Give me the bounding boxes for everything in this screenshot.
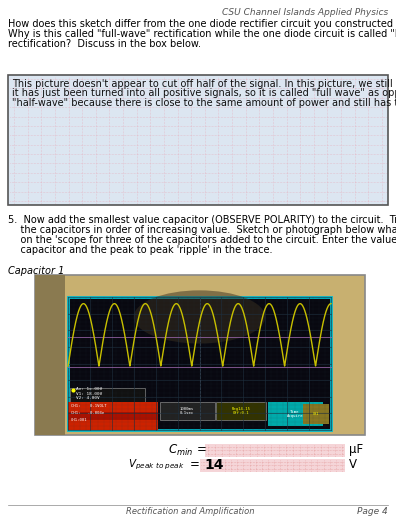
Bar: [35, 275, 65, 435]
Text: "half-wave" because there is close to the same amount of power and still has the: "half-wave" because there is close to th…: [12, 98, 396, 108]
Text: 14: 14: [204, 458, 223, 472]
Text: Capacitor 1: Capacitor 1: [8, 266, 65, 276]
Text: CH1: CH1: [313, 412, 319, 416]
Text: 1000ms
0.1sec: 1000ms 0.1sec: [180, 407, 194, 416]
Text: CH1:001: CH1:001: [71, 418, 88, 422]
Text: $V_{peak\ to\ peak}$: $V_{peak\ to\ peak}$: [128, 458, 185, 472]
Ellipse shape: [134, 290, 265, 343]
Bar: [268, 402, 323, 426]
Bar: [68, 412, 158, 420]
Text: on the 'scope for three of the capacitors added to the circuit. Enter the value : on the 'scope for three of the capacitor…: [8, 235, 396, 245]
Text: $C_{min}$: $C_{min}$: [168, 443, 193, 458]
Text: Time
Acquire: Time Acquire: [287, 410, 303, 418]
Text: 5.  Now add the smallest value capacitor (OBSERVE POLARITY) to the circuit.  Try: 5. Now add the smallest value capacitor …: [8, 215, 396, 225]
Text: Rectification and Amplification: Rectification and Amplification: [126, 506, 254, 516]
Bar: [160, 402, 215, 420]
Text: rectification?  Discuss in the box below.: rectification? Discuss in the box below.: [8, 39, 201, 49]
Bar: [68, 420, 158, 430]
Bar: [68, 402, 158, 412]
Text: the capacitors in order of increasing value.  Sketch or photograph below what yo: the capacitors in order of increasing va…: [8, 225, 396, 235]
Bar: [68, 297, 331, 430]
Text: μF: μF: [349, 444, 363, 457]
Text: Reg14.15
Off:0.1: Reg14.15 Off:0.1: [232, 407, 251, 416]
Text: it has just been turned into all positive signals, so it is called "full wave" a: it has just been turned into all positiv…: [12, 88, 396, 99]
Text: This picture doesn't appear to cut off half of the signal. In this picture, we s: This picture doesn't appear to cut off h…: [12, 79, 396, 89]
Text: CH1:    0.1VOLT: CH1: 0.1VOLT: [71, 404, 107, 408]
Bar: [268, 402, 323, 426]
Bar: [303, 404, 329, 424]
Text: CH1:   -0.004e: CH1: -0.004e: [71, 411, 104, 415]
Text: Page 4: Page 4: [357, 506, 388, 516]
Bar: [200, 458, 345, 471]
Text: capacitor and the peak to peak 'ripple' in the trace.: capacitor and the peak to peak 'ripple' …: [8, 245, 272, 255]
Text: =: =: [190, 458, 200, 471]
Bar: [205, 444, 345, 457]
Text: How does this sketch differ from the one diode rectifier circuit you constructed: How does this sketch differ from the one…: [8, 19, 396, 29]
Text: =: =: [197, 444, 207, 457]
Text: V: V: [349, 458, 357, 471]
Text: Why is this called "full-wave" rectification while the one diode circuit is call: Why is this called "full-wave" rectifica…: [8, 29, 396, 39]
Text: CSU Channel Islands Applied Physics: CSU Channel Islands Applied Physics: [222, 8, 388, 17]
Bar: [35, 275, 365, 435]
Bar: [216, 402, 266, 420]
Bar: [8, 75, 388, 205]
Text: Av: 1x.00V
V1: 18.00V
V2: 4.00V: Av: 1x.00V V1: 18.00V V2: 4.00V: [76, 387, 102, 400]
Bar: [70, 388, 145, 422]
